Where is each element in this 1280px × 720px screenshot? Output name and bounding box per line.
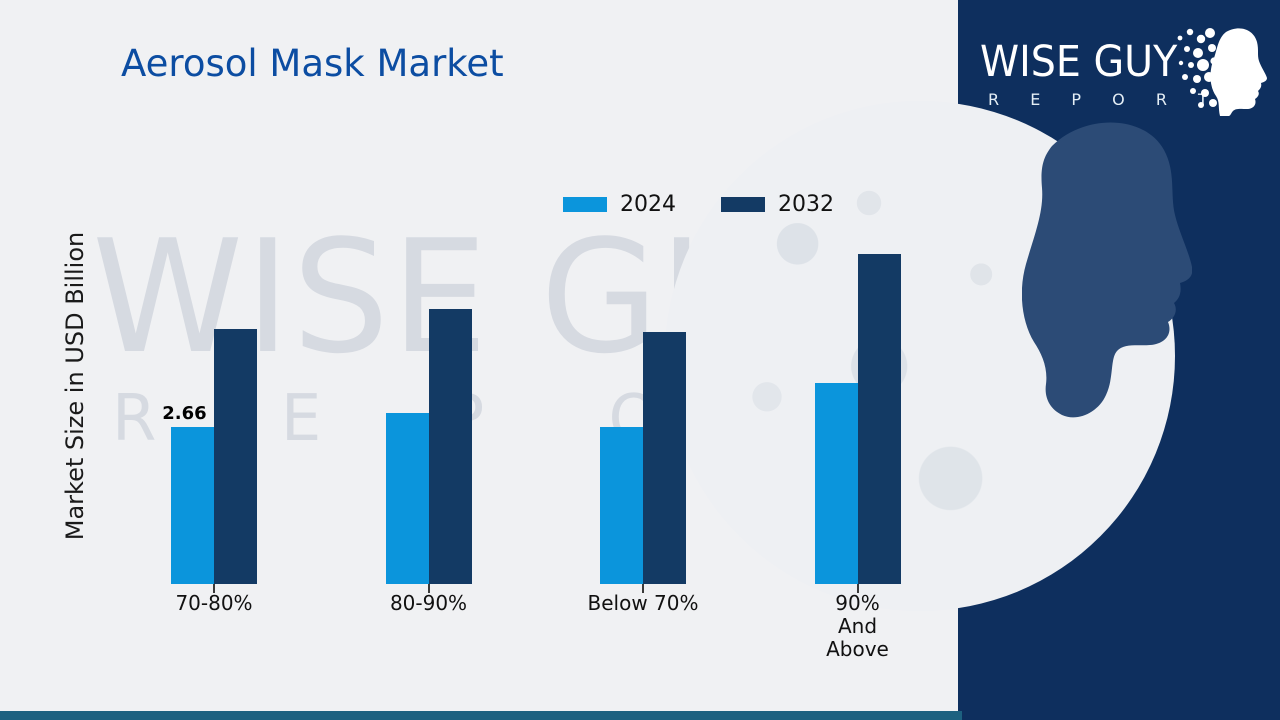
- legend-swatch-2024: [563, 197, 607, 212]
- x-axis-tick: [856, 584, 859, 593]
- bar-2032-group3: [643, 332, 686, 584]
- bar-2032-group1: [214, 329, 257, 584]
- legend-swatch-2032: [721, 197, 765, 212]
- logo-wiseguy-text: WISE GUY: [980, 37, 1178, 87]
- bar-2024-group1: [171, 427, 214, 584]
- legend-item-2032: 2032: [721, 192, 834, 217]
- legend-label-2032: 2032: [778, 192, 834, 217]
- category-label-group1: 70-80%: [175, 591, 253, 615]
- face-profile-silhouette: [1022, 122, 1192, 418]
- category-label-group4: 90% And Above: [826, 591, 889, 661]
- bar-2024-group4: [814, 383, 858, 584]
- page-title: Aerosol Mask Market: [121, 42, 504, 85]
- brand-circle-graphic: [665, 101, 1175, 611]
- footer-accent-bar: [0, 711, 962, 720]
- x-axis-tick: [213, 584, 215, 593]
- bar-2024-group2: [385, 412, 429, 584]
- legend-item-2024: 2024: [563, 192, 676, 217]
- logo-face-icon: [1177, 28, 1267, 116]
- logo-reports-text: R E P O R T S: [988, 90, 1263, 109]
- legend-label-2024: 2024: [620, 192, 676, 217]
- bar-2024-group3: [600, 427, 643, 584]
- x-axis-tick: [642, 584, 644, 593]
- bar-value-label: 2.66: [162, 403, 207, 425]
- bar-2032-group4: [857, 253, 901, 584]
- bar-2032-group2: [428, 309, 472, 584]
- x-axis-tick: [427, 584, 430, 593]
- category-label-group2: 80-90%: [389, 591, 468, 615]
- chart-legend: 2024 2032: [563, 192, 834, 217]
- category-label-group3: Below 70%: [587, 591, 699, 615]
